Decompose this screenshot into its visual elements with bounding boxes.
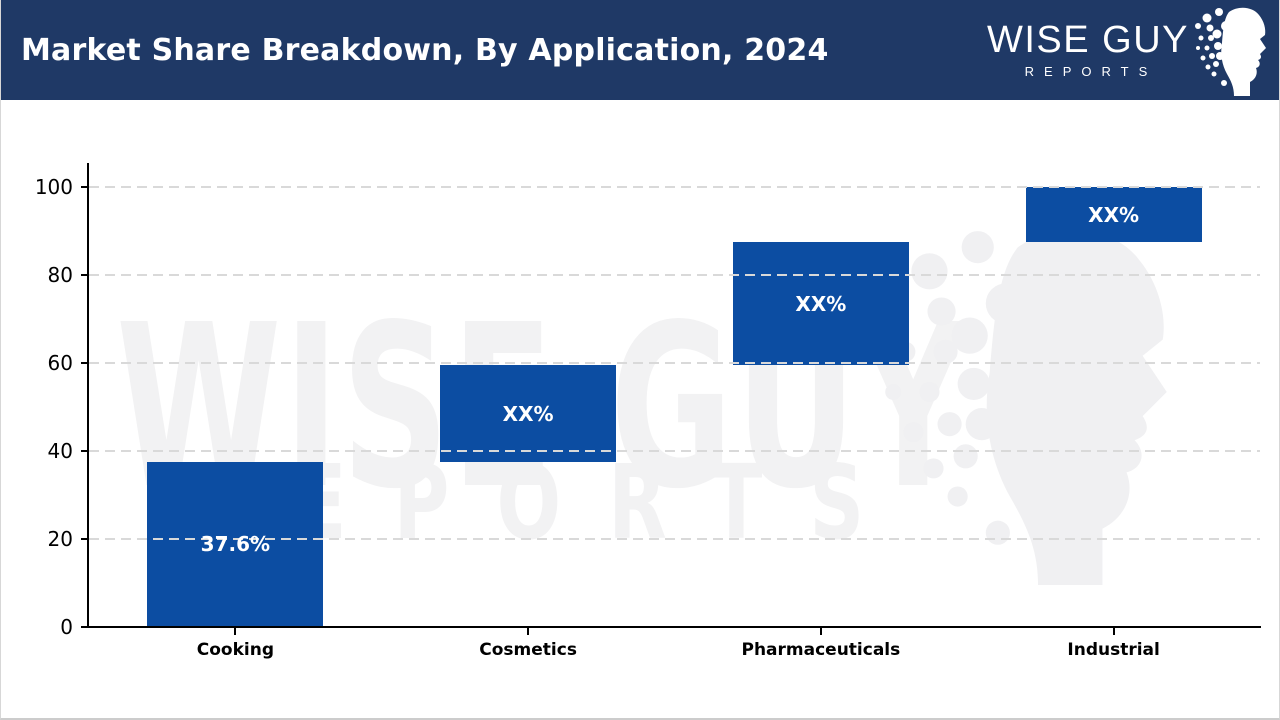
bar-pharmaceuticals (732, 241, 909, 366)
y-axis-tick (81, 362, 89, 365)
x-axis-line (87, 626, 1261, 628)
y-tick-label: 0 (60, 615, 73, 639)
gridline-y-100 (89, 186, 1260, 189)
bar-value-label: 37.6% (200, 532, 271, 557)
page-title: Market Share Breakdown, By Application, … (21, 32, 829, 68)
y-axis-line (87, 163, 89, 628)
x-category-label: Industrial (1067, 640, 1160, 660)
x-axis-tick (819, 627, 822, 635)
gridline-y-20 (89, 538, 1260, 541)
gridline-y-80 (89, 274, 1260, 277)
y-tick-label: 40 (47, 439, 73, 464)
bar-industrial (1025, 187, 1202, 242)
y-axis-tick (81, 626, 89, 628)
y-axis-tick (81, 538, 89, 541)
wiseguy-head-icon (1191, 4, 1271, 96)
bar-cosmetics (440, 365, 617, 462)
y-tick-label: 80 (47, 263, 73, 288)
y-tick-label: 100 (34, 175, 73, 200)
x-axis-tick (1112, 627, 1115, 635)
y-axis-tick (81, 274, 89, 277)
logo-secondary-text: REPORTS (1024, 63, 1158, 79)
header-bar: Market Share Breakdown, By Application, … (1, 0, 1279, 100)
x-category-label: Cooking (196, 640, 274, 660)
y-axis-tick (81, 186, 89, 189)
x-category-label: Pharmaceuticals (741, 640, 901, 660)
y-tick-label: 60 (47, 351, 73, 376)
logo-primary-text: WISE GUY (986, 19, 1189, 62)
wiseguy-logo: WISE GUY REPORTS (987, 2, 1271, 98)
y-tick-label: 20 (47, 527, 73, 552)
y-axis-tick (81, 450, 89, 453)
gridline-y-60 (89, 362, 1260, 365)
bar-value-label: XX% (502, 401, 554, 426)
bar-cooking (147, 461, 324, 627)
bar-value-label: XX% (1088, 202, 1140, 227)
x-axis-tick (527, 627, 530, 635)
gridline-y-40 (89, 450, 1260, 453)
bar-value-label: XX% (795, 291, 847, 316)
wiseguy-logo-text: WISE GUY REPORTS (986, 19, 1189, 79)
x-category-label: Cosmetics (479, 640, 577, 660)
x-axis-tick (234, 627, 237, 635)
